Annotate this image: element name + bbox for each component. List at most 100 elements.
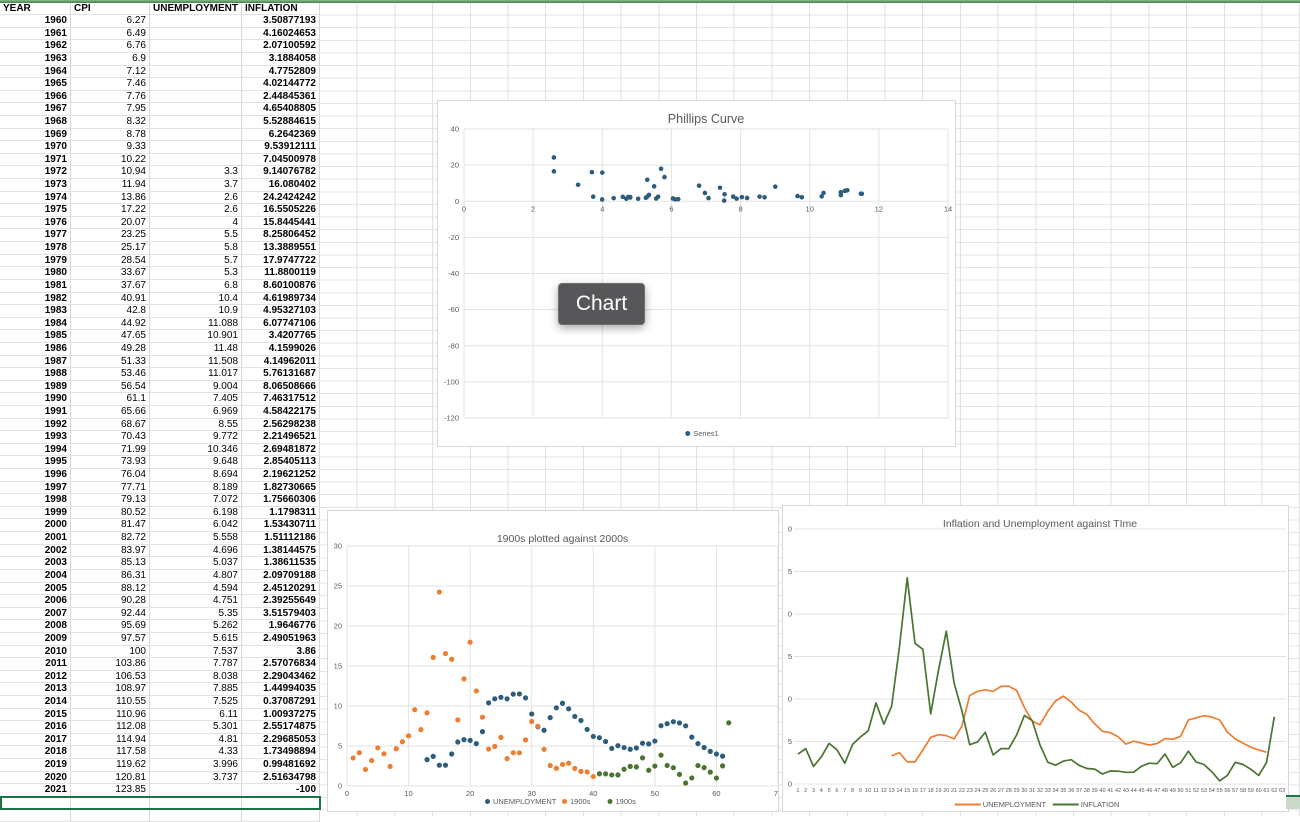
table-cell[interactable]: 2.6 bbox=[150, 204, 242, 217]
table-cell[interactable]: 8.55 bbox=[150, 419, 242, 432]
table-cell[interactable]: 68.67 bbox=[71, 419, 150, 432]
table-cell[interactable]: 4 bbox=[150, 217, 242, 230]
table-cell[interactable]: 5.301 bbox=[150, 721, 242, 734]
table-cell[interactable]: 79.13 bbox=[71, 494, 150, 507]
table-cell[interactable] bbox=[150, 78, 242, 91]
table-cell[interactable]: 2012 bbox=[0, 671, 71, 684]
table-cell[interactable]: 2.09709188 bbox=[242, 570, 320, 583]
table-cell[interactable]: 97.57 bbox=[71, 633, 150, 646]
table-cell[interactable]: 8.189 bbox=[150, 482, 242, 495]
table-cell[interactable]: 1989 bbox=[0, 381, 71, 394]
table-cell[interactable]: 76.04 bbox=[71, 469, 150, 482]
table-cell[interactable]: 108.97 bbox=[71, 683, 150, 696]
table-cell[interactable]: 4.751 bbox=[150, 595, 242, 608]
table-cell[interactable]: 7.95 bbox=[71, 103, 150, 116]
table-cell[interactable]: 1997 bbox=[0, 482, 71, 495]
table-cell[interactable]: 1985 bbox=[0, 330, 71, 343]
column-header-cell[interactable]: YEAR bbox=[0, 3, 71, 16]
table-cell[interactable]: 4.696 bbox=[150, 545, 242, 558]
table-cell[interactable]: 9.648 bbox=[150, 456, 242, 469]
table-cell[interactable]: 2.45120291 bbox=[242, 583, 320, 596]
column-header-cell[interactable]: CPI bbox=[71, 3, 150, 16]
table-cell[interactable]: 1964 bbox=[0, 66, 71, 79]
table-cell[interactable] bbox=[150, 103, 242, 116]
table-cell[interactable]: 7.405 bbox=[150, 393, 242, 406]
table-cell[interactable]: 1.82730665 bbox=[242, 482, 320, 495]
table-cell[interactable]: 92.44 bbox=[71, 608, 150, 621]
table-cell[interactable]: 1991 bbox=[0, 406, 71, 419]
table-cell[interactable]: 1986 bbox=[0, 343, 71, 356]
table-cell[interactable]: 2015 bbox=[0, 709, 71, 722]
table-cell[interactable]: 100 bbox=[71, 646, 150, 659]
table-cell[interactable]: 1972 bbox=[0, 166, 71, 179]
table-cell[interactable]: 110.96 bbox=[71, 709, 150, 722]
table-cell[interactable]: 4.58422175 bbox=[242, 406, 320, 419]
table-cell[interactable]: 1.53430711 bbox=[242, 519, 320, 532]
table-cell[interactable]: 4.1599026 bbox=[242, 343, 320, 356]
table-cell[interactable]: 2011 bbox=[0, 658, 71, 671]
table-cell[interactable]: 2.49051963 bbox=[242, 633, 320, 646]
table-cell[interactable]: 5.5 bbox=[150, 229, 242, 242]
table-cell[interactable]: 70.43 bbox=[71, 431, 150, 444]
table-cell[interactable]: 106.53 bbox=[71, 671, 150, 684]
table-cell[interactable]: 7.46 bbox=[71, 78, 150, 91]
table-cell[interactable]: 2020 bbox=[0, 772, 71, 785]
table-cell[interactable]: 6.9 bbox=[71, 53, 150, 66]
table-cell[interactable]: 7.525 bbox=[150, 696, 242, 709]
table-cell[interactable]: 6.27 bbox=[71, 15, 150, 28]
table-cell[interactable]: 40.91 bbox=[71, 293, 150, 306]
table-cell[interactable]: 20.07 bbox=[71, 217, 150, 230]
table-cell[interactable]: 103.86 bbox=[71, 658, 150, 671]
table-cell[interactable]: 28.54 bbox=[71, 255, 150, 268]
table-cell[interactable]: 7.76 bbox=[71, 91, 150, 104]
table-cell[interactable]: 17.9747722 bbox=[242, 255, 320, 268]
table-cell[interactable]: 1.38144575 bbox=[242, 545, 320, 558]
table-cell[interactable]: 8.60100876 bbox=[242, 280, 320, 293]
table-cell[interactable]: 15.8445441 bbox=[242, 217, 320, 230]
table-cell[interactable]: 1995 bbox=[0, 456, 71, 469]
table-cell[interactable]: 6.042 bbox=[150, 519, 242, 532]
table-cell[interactable]: 1.00937275 bbox=[242, 709, 320, 722]
table-cell[interactable]: 3.1884058 bbox=[242, 53, 320, 66]
table-cell[interactable]: 112.08 bbox=[71, 721, 150, 734]
table-cell[interactable]: 1.44994035 bbox=[242, 683, 320, 696]
table-cell[interactable]: 120.81 bbox=[71, 772, 150, 785]
table-cell[interactable]: 2017 bbox=[0, 734, 71, 747]
table-cell[interactable]: 1970 bbox=[0, 141, 71, 154]
table-cell[interactable]: 37.67 bbox=[71, 280, 150, 293]
table-cell[interactable]: 123.85 bbox=[71, 784, 150, 797]
table-cell[interactable]: 117.58 bbox=[71, 746, 150, 759]
table-cell[interactable]: 2013 bbox=[0, 683, 71, 696]
table-cell[interactable]: 1974 bbox=[0, 192, 71, 205]
table-cell[interactable]: 65.66 bbox=[71, 406, 150, 419]
table-cell[interactable]: 77.71 bbox=[71, 482, 150, 495]
table-cell[interactable]: 2010 bbox=[0, 646, 71, 659]
table-cell[interactable]: 5.76131687 bbox=[242, 368, 320, 381]
table-cell[interactable]: 119.62 bbox=[71, 759, 150, 772]
table-cell[interactable]: 1979 bbox=[0, 255, 71, 268]
table-cell[interactable]: 2000 bbox=[0, 519, 71, 532]
table-cell[interactable]: 6.07747106 bbox=[242, 318, 320, 331]
table-cell[interactable]: 2016 bbox=[0, 721, 71, 734]
table-cell[interactable] bbox=[150, 53, 242, 66]
table-cell[interactable]: 8.25806452 bbox=[242, 229, 320, 242]
table-cell[interactable]: 5.262 bbox=[150, 620, 242, 633]
table-cell[interactable]: 10.22 bbox=[71, 154, 150, 167]
table-cell[interactable]: 0.99481692 bbox=[242, 759, 320, 772]
table-cell[interactable]: 2018 bbox=[0, 746, 71, 759]
table-cell[interactable]: 4.65408805 bbox=[242, 103, 320, 116]
table-cell[interactable]: 5.037 bbox=[150, 557, 242, 570]
table-cell[interactable]: 2008 bbox=[0, 620, 71, 633]
table-cell[interactable]: 16.080402 bbox=[242, 179, 320, 192]
table-cell[interactable]: 1996 bbox=[0, 469, 71, 482]
table-cell[interactable]: 1966 bbox=[0, 91, 71, 104]
table-cell[interactable]: 3.996 bbox=[150, 759, 242, 772]
table-cell[interactable]: 6.8 bbox=[150, 280, 242, 293]
table-cell[interactable]: 1998 bbox=[0, 494, 71, 507]
table-cell[interactable]: 1982 bbox=[0, 293, 71, 306]
table-cell[interactable]: 6.2642369 bbox=[242, 129, 320, 142]
table-cell[interactable] bbox=[150, 116, 242, 129]
table-cell[interactable]: 83.97 bbox=[71, 545, 150, 558]
table-cell[interactable]: 7.537 bbox=[150, 646, 242, 659]
table-cell[interactable]: 73.93 bbox=[71, 456, 150, 469]
